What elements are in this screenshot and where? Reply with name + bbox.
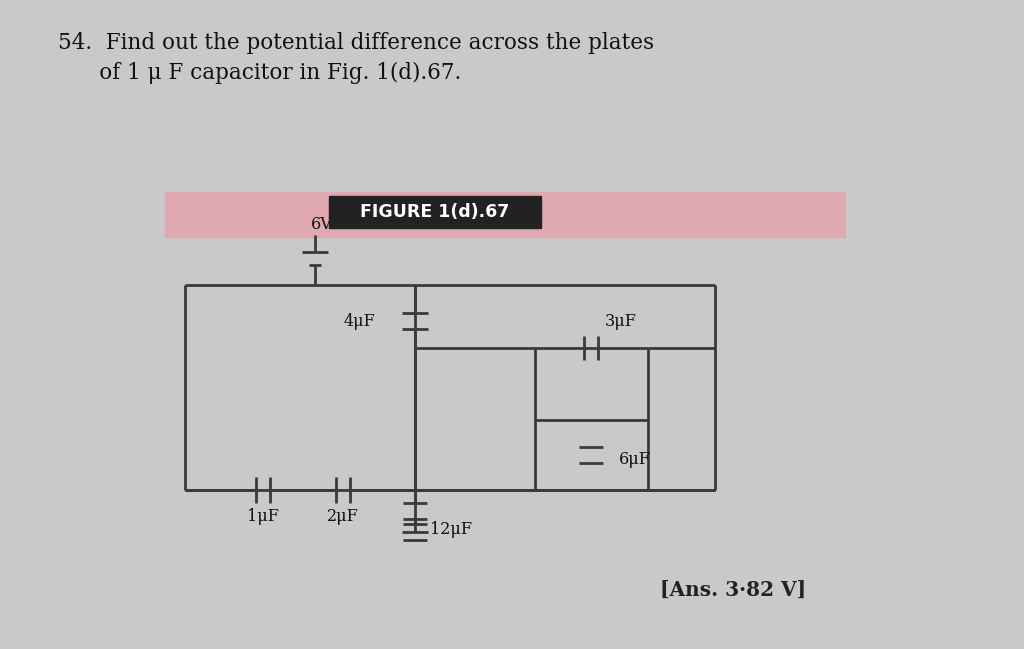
Text: 12μF: 12μF	[430, 521, 472, 538]
Text: 6V: 6V	[311, 216, 333, 233]
Text: 2μF: 2μF	[327, 508, 358, 525]
Text: 3μF: 3μF	[605, 313, 637, 330]
Text: of 1 μ F capacitor in Fig. 1(d).67.: of 1 μ F capacitor in Fig. 1(d).67.	[58, 62, 461, 84]
Text: [Ans. 3·82 V]: [Ans. 3·82 V]	[660, 580, 806, 600]
FancyBboxPatch shape	[329, 196, 541, 228]
Text: FIGURE 1(d).67: FIGURE 1(d).67	[360, 203, 510, 221]
Bar	[165, 192, 845, 237]
Text: 54.  Find out the potential difference across the plates: 54. Find out the potential difference ac…	[58, 32, 654, 54]
Text: 4μF: 4μF	[343, 313, 375, 330]
Text: 1μF: 1μF	[247, 508, 279, 525]
Text: 6μF: 6μF	[618, 452, 651, 469]
